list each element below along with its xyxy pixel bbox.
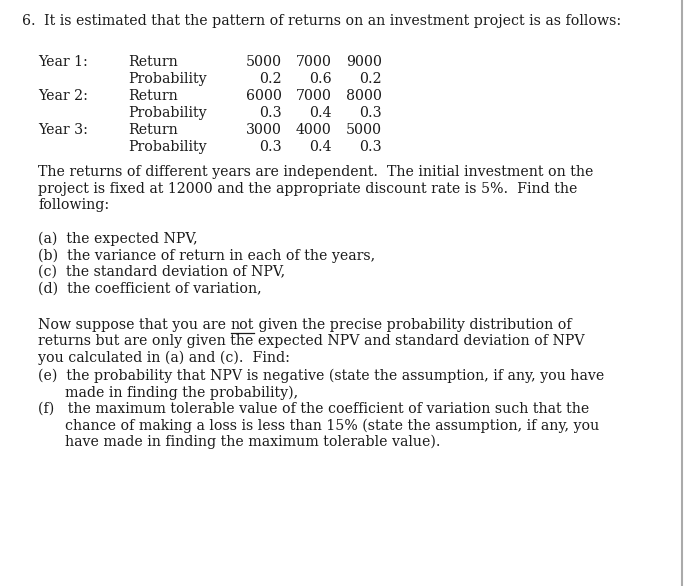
Text: (c)  the standard deviation of NPV,: (c) the standard deviation of NPV, xyxy=(38,265,285,279)
Text: 9000: 9000 xyxy=(346,55,382,69)
Text: made in finding the probability),: made in finding the probability), xyxy=(38,386,298,400)
Text: 3000: 3000 xyxy=(246,123,282,137)
Text: 0.3: 0.3 xyxy=(359,140,382,154)
Text: 4000: 4000 xyxy=(296,123,332,137)
Text: 7000: 7000 xyxy=(296,89,332,103)
Text: 0.6: 0.6 xyxy=(309,72,332,86)
Text: Return: Return xyxy=(128,55,178,69)
Text: chance of making a loss is less than 15% (state the assumption, if any, you: chance of making a loss is less than 15%… xyxy=(38,418,599,433)
Text: Now suppose that you are: Now suppose that you are xyxy=(38,318,230,332)
Text: (f)   the maximum tolerable value of the coefficient of variation such that the: (f) the maximum tolerable value of the c… xyxy=(38,402,589,416)
Text: 0.3: 0.3 xyxy=(260,140,282,154)
Text: 6.: 6. xyxy=(22,14,36,28)
Text: Probability: Probability xyxy=(128,106,206,120)
Text: 0.2: 0.2 xyxy=(260,72,282,86)
Text: not: not xyxy=(230,318,254,332)
Text: Return: Return xyxy=(128,123,178,137)
Text: Year 2:: Year 2: xyxy=(38,89,88,103)
Text: have made in finding the maximum tolerable value).: have made in finding the maximum tolerab… xyxy=(38,435,440,449)
Text: 8000: 8000 xyxy=(346,89,382,103)
Text: following:: following: xyxy=(38,198,109,212)
Text: (a)  the expected NPV,: (a) the expected NPV, xyxy=(38,232,197,246)
Text: Probability: Probability xyxy=(128,72,206,86)
Text: 5000: 5000 xyxy=(246,55,282,69)
Text: It is estimated that the pattern of returns on an investment project is as follo: It is estimated that the pattern of retu… xyxy=(44,14,622,28)
Text: 0.3: 0.3 xyxy=(359,106,382,120)
Text: The returns of different years are independent.  The initial investment on the: The returns of different years are indep… xyxy=(38,165,594,179)
Text: Return: Return xyxy=(128,89,178,103)
Text: (e)  the probability that NPV is negative (state the assumption, if any, you hav: (e) the probability that NPV is negative… xyxy=(38,369,604,383)
Text: returns but are only given the expected NPV and standard deviation of NPV: returns but are only given the expected … xyxy=(38,335,584,349)
Text: 0.3: 0.3 xyxy=(260,106,282,120)
Text: given the precise probability distribution of: given the precise probability distributi… xyxy=(254,318,571,332)
Text: (b)  the variance of return in each of the years,: (b) the variance of return in each of th… xyxy=(38,248,375,263)
Text: Year 3:: Year 3: xyxy=(38,123,88,137)
Text: Probability: Probability xyxy=(128,140,206,154)
Text: 0.4: 0.4 xyxy=(309,140,332,154)
Text: you calculated in (a) and (c).  Find:: you calculated in (a) and (c). Find: xyxy=(38,351,290,366)
Text: 5000: 5000 xyxy=(346,123,382,137)
Text: 0.2: 0.2 xyxy=(359,72,382,86)
Text: (d)  the coefficient of variation,: (d) the coefficient of variation, xyxy=(38,281,262,295)
Text: 7000: 7000 xyxy=(296,55,332,69)
Text: Year 1:: Year 1: xyxy=(38,55,88,69)
Text: 0.4: 0.4 xyxy=(309,106,332,120)
Text: 6000: 6000 xyxy=(246,89,282,103)
Text: project is fixed at 12000 and the appropriate discount rate is 5%.  Find the: project is fixed at 12000 and the approp… xyxy=(38,182,577,196)
